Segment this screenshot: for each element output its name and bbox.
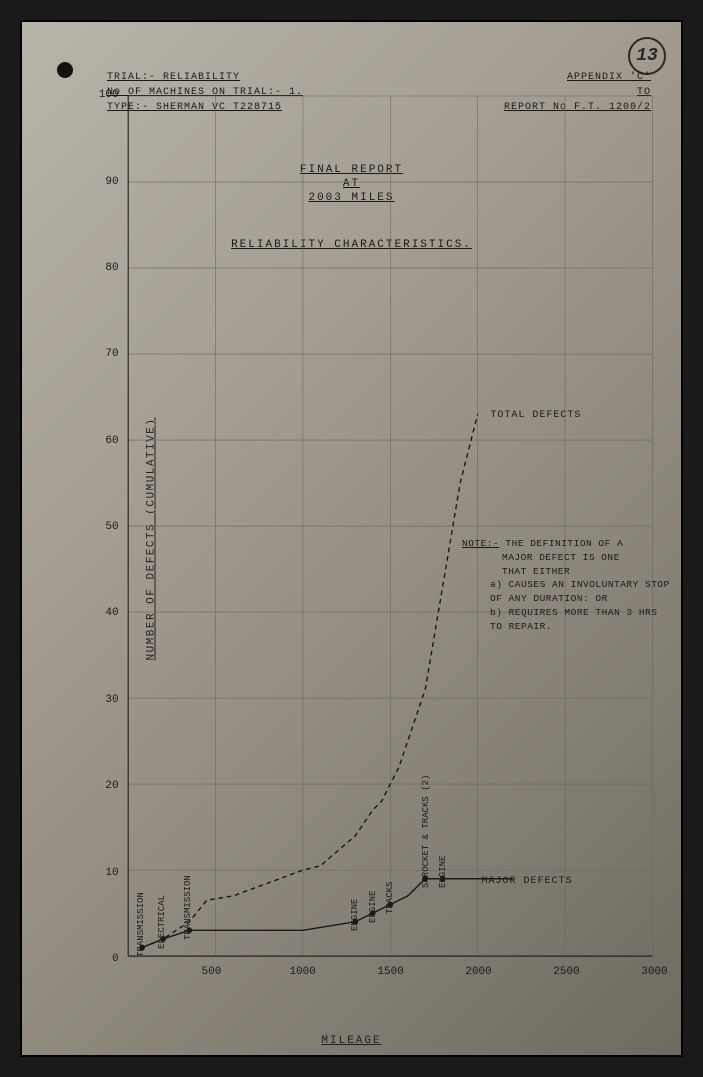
- ytick: 0: [112, 953, 119, 965]
- ytick: 50: [105, 521, 118, 533]
- note-b7: TO REPAIR.: [490, 621, 552, 632]
- note-b1: THE DEFINITION OF A: [505, 538, 623, 549]
- note-b6: b) REQUIRES MORE THAN 3 HRS: [490, 607, 657, 618]
- point-label: ENGINE: [438, 856, 448, 888]
- ytick: 40: [105, 607, 118, 619]
- point-label: ENGINE: [350, 899, 360, 931]
- xtick: 1500: [377, 966, 403, 978]
- paper-background: 13 NUMBER OF DEFECTS (CUMULATIVE) MILEAG…: [20, 20, 683, 1057]
- note-block: NOTE:- THE DEFINITION OF A MAJOR DEFECT …: [462, 537, 672, 633]
- xtick: 2500: [553, 966, 579, 978]
- xtick: 500: [202, 966, 222, 978]
- xtick: 2000: [465, 966, 491, 978]
- point-label: ELECTRICAL: [157, 895, 167, 949]
- point-label: SPROCKET & TRACKS (2): [421, 775, 431, 888]
- point-label: ENGINE: [368, 890, 378, 922]
- note-b2: MAJOR DEFECT IS ONE: [502, 552, 620, 563]
- chart-svg: [77, 62, 671, 995]
- ytick: 70: [105, 348, 118, 360]
- point-label: TRACKS: [385, 882, 395, 914]
- point-label: TRANSMISSION: [183, 875, 193, 940]
- ytick: 60: [105, 435, 118, 447]
- point-label: TRANSMISSION: [136, 893, 146, 958]
- series-label-major: MAJOR DEFECTS: [482, 876, 573, 887]
- note-head: NOTE:-: [462, 538, 499, 549]
- chart-area: [77, 62, 671, 995]
- ytick: 80: [105, 262, 118, 274]
- ytick: 100: [99, 89, 119, 101]
- note-b3: THAT EITHER: [502, 566, 570, 577]
- ytick: 90: [105, 176, 118, 188]
- note-b5: OF ANY DURATION: OR: [490, 593, 608, 604]
- xtick: 3000: [641, 966, 667, 978]
- ytick: 30: [105, 694, 118, 706]
- series-label-total: TOTAL DEFECTS: [490, 410, 581, 421]
- punch-dot: [57, 62, 73, 78]
- xtick: 1000: [289, 966, 315, 978]
- ytick: 20: [105, 780, 118, 792]
- ytick: 10: [105, 867, 118, 879]
- x-axis-label: MILEAGE: [321, 1035, 381, 1047]
- note-b4: a) CAUSES AN INVOLUNTARY STOP: [490, 579, 670, 590]
